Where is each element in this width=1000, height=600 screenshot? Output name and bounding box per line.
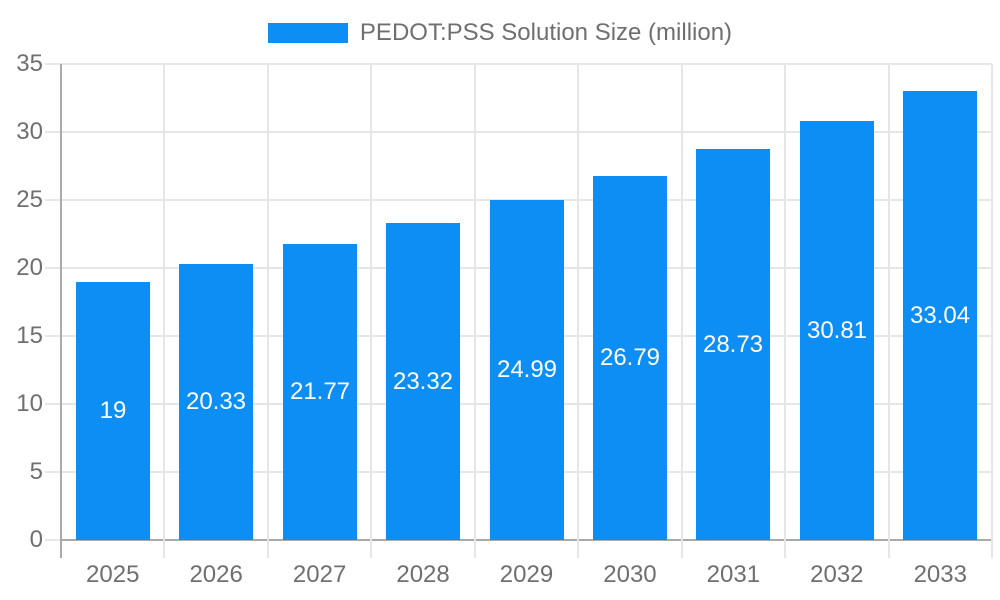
x-axis-tick-label: 2026 bbox=[189, 561, 243, 588]
y-tick-mark bbox=[45, 267, 61, 269]
bar-2030[interactable]: 26.79 bbox=[593, 176, 667, 540]
legend[interactable]: PEDOT:PSS Solution Size (million) bbox=[0, 20, 1000, 46]
y-axis-tick-label: 30 bbox=[16, 118, 43, 145]
bar-2025[interactable]: 19 bbox=[76, 282, 150, 540]
y-tick-mark bbox=[45, 199, 61, 201]
y-axis-tick-label: 20 bbox=[16, 254, 43, 281]
gridline-vertical bbox=[577, 64, 579, 558]
x-axis-tick-label: 2029 bbox=[499, 561, 554, 588]
bar-2033[interactable]: 33.04 bbox=[903, 91, 977, 540]
x-axis-tick-label: 2030 bbox=[603, 561, 657, 588]
bar-value-label: 24.99 bbox=[496, 356, 558, 383]
gridline-vertical bbox=[370, 64, 372, 558]
gridline-vertical bbox=[784, 64, 786, 558]
x-axis-tick-label: 2025 bbox=[86, 561, 140, 588]
bar-value-label: 20.33 bbox=[185, 388, 247, 415]
gridline-horizontal bbox=[61, 131, 992, 133]
gridline-vertical bbox=[267, 64, 269, 558]
x-axis-tick-label: 2033 bbox=[913, 561, 967, 588]
y-tick-mark bbox=[45, 403, 61, 405]
gridline-vertical bbox=[888, 64, 890, 558]
x-axis-line bbox=[61, 539, 992, 541]
x-axis-tick-label: 2031 bbox=[706, 561, 761, 588]
y-axis-tick-label: 0 bbox=[29, 526, 43, 553]
bar-value-label: 28.73 bbox=[702, 330, 764, 358]
legend-swatch bbox=[267, 23, 348, 43]
y-axis-line bbox=[60, 64, 62, 558]
y-tick-mark bbox=[45, 131, 61, 133]
y-tick-mark bbox=[45, 63, 61, 65]
y-axis-tick-label: 15 bbox=[16, 322, 43, 349]
bar-value-label: 30.81 bbox=[806, 316, 868, 344]
bar-2028[interactable]: 23.32 bbox=[386, 223, 460, 540]
bar-value-label: 21.77 bbox=[289, 378, 351, 405]
y-tick-mark bbox=[45, 335, 61, 337]
x-axis-tick-label: 2032 bbox=[810, 561, 864, 588]
y-tick-mark bbox=[45, 539, 61, 541]
bar-2032[interactable]: 30.81 bbox=[800, 121, 874, 540]
x-axis-tick-label: 2027 bbox=[292, 561, 347, 588]
y-axis-tick-label: 35 bbox=[16, 50, 43, 77]
plot-area: 0 5 10 15 20 25 30 35 19 20.33 21.77 23.32 24.99 26.7… bbox=[16, 50, 993, 588]
gridline-vertical bbox=[991, 64, 993, 558]
y-axis-tick-label: 5 bbox=[29, 458, 43, 485]
bar-2031[interactable]: 28.73 bbox=[696, 149, 770, 540]
x-axis-tick-label: 2028 bbox=[396, 561, 450, 588]
bar-value-label: 26.79 bbox=[599, 344, 661, 371]
bar-2027[interactable]: 21.77 bbox=[283, 244, 357, 540]
bar-2029[interactable]: 24.99 bbox=[490, 200, 564, 540]
y-axis-tick-label: 10 bbox=[16, 390, 43, 417]
gridline-vertical bbox=[681, 64, 683, 558]
bar-value-label: 33.04 bbox=[909, 301, 971, 329]
gridline-vertical bbox=[474, 64, 476, 558]
bar-value-label: 23.32 bbox=[392, 367, 454, 395]
bar-value-label: 19 bbox=[99, 397, 127, 424]
gridline-horizontal bbox=[61, 63, 992, 65]
bar-2026[interactable]: 20.33 bbox=[179, 264, 253, 540]
y-axis-tick-label: 25 bbox=[16, 186, 43, 213]
y-tick-mark bbox=[45, 471, 61, 473]
legend-label: PEDOT:PSS Solution Size (million) bbox=[359, 19, 733, 46]
gridline-vertical bbox=[163, 64, 165, 558]
